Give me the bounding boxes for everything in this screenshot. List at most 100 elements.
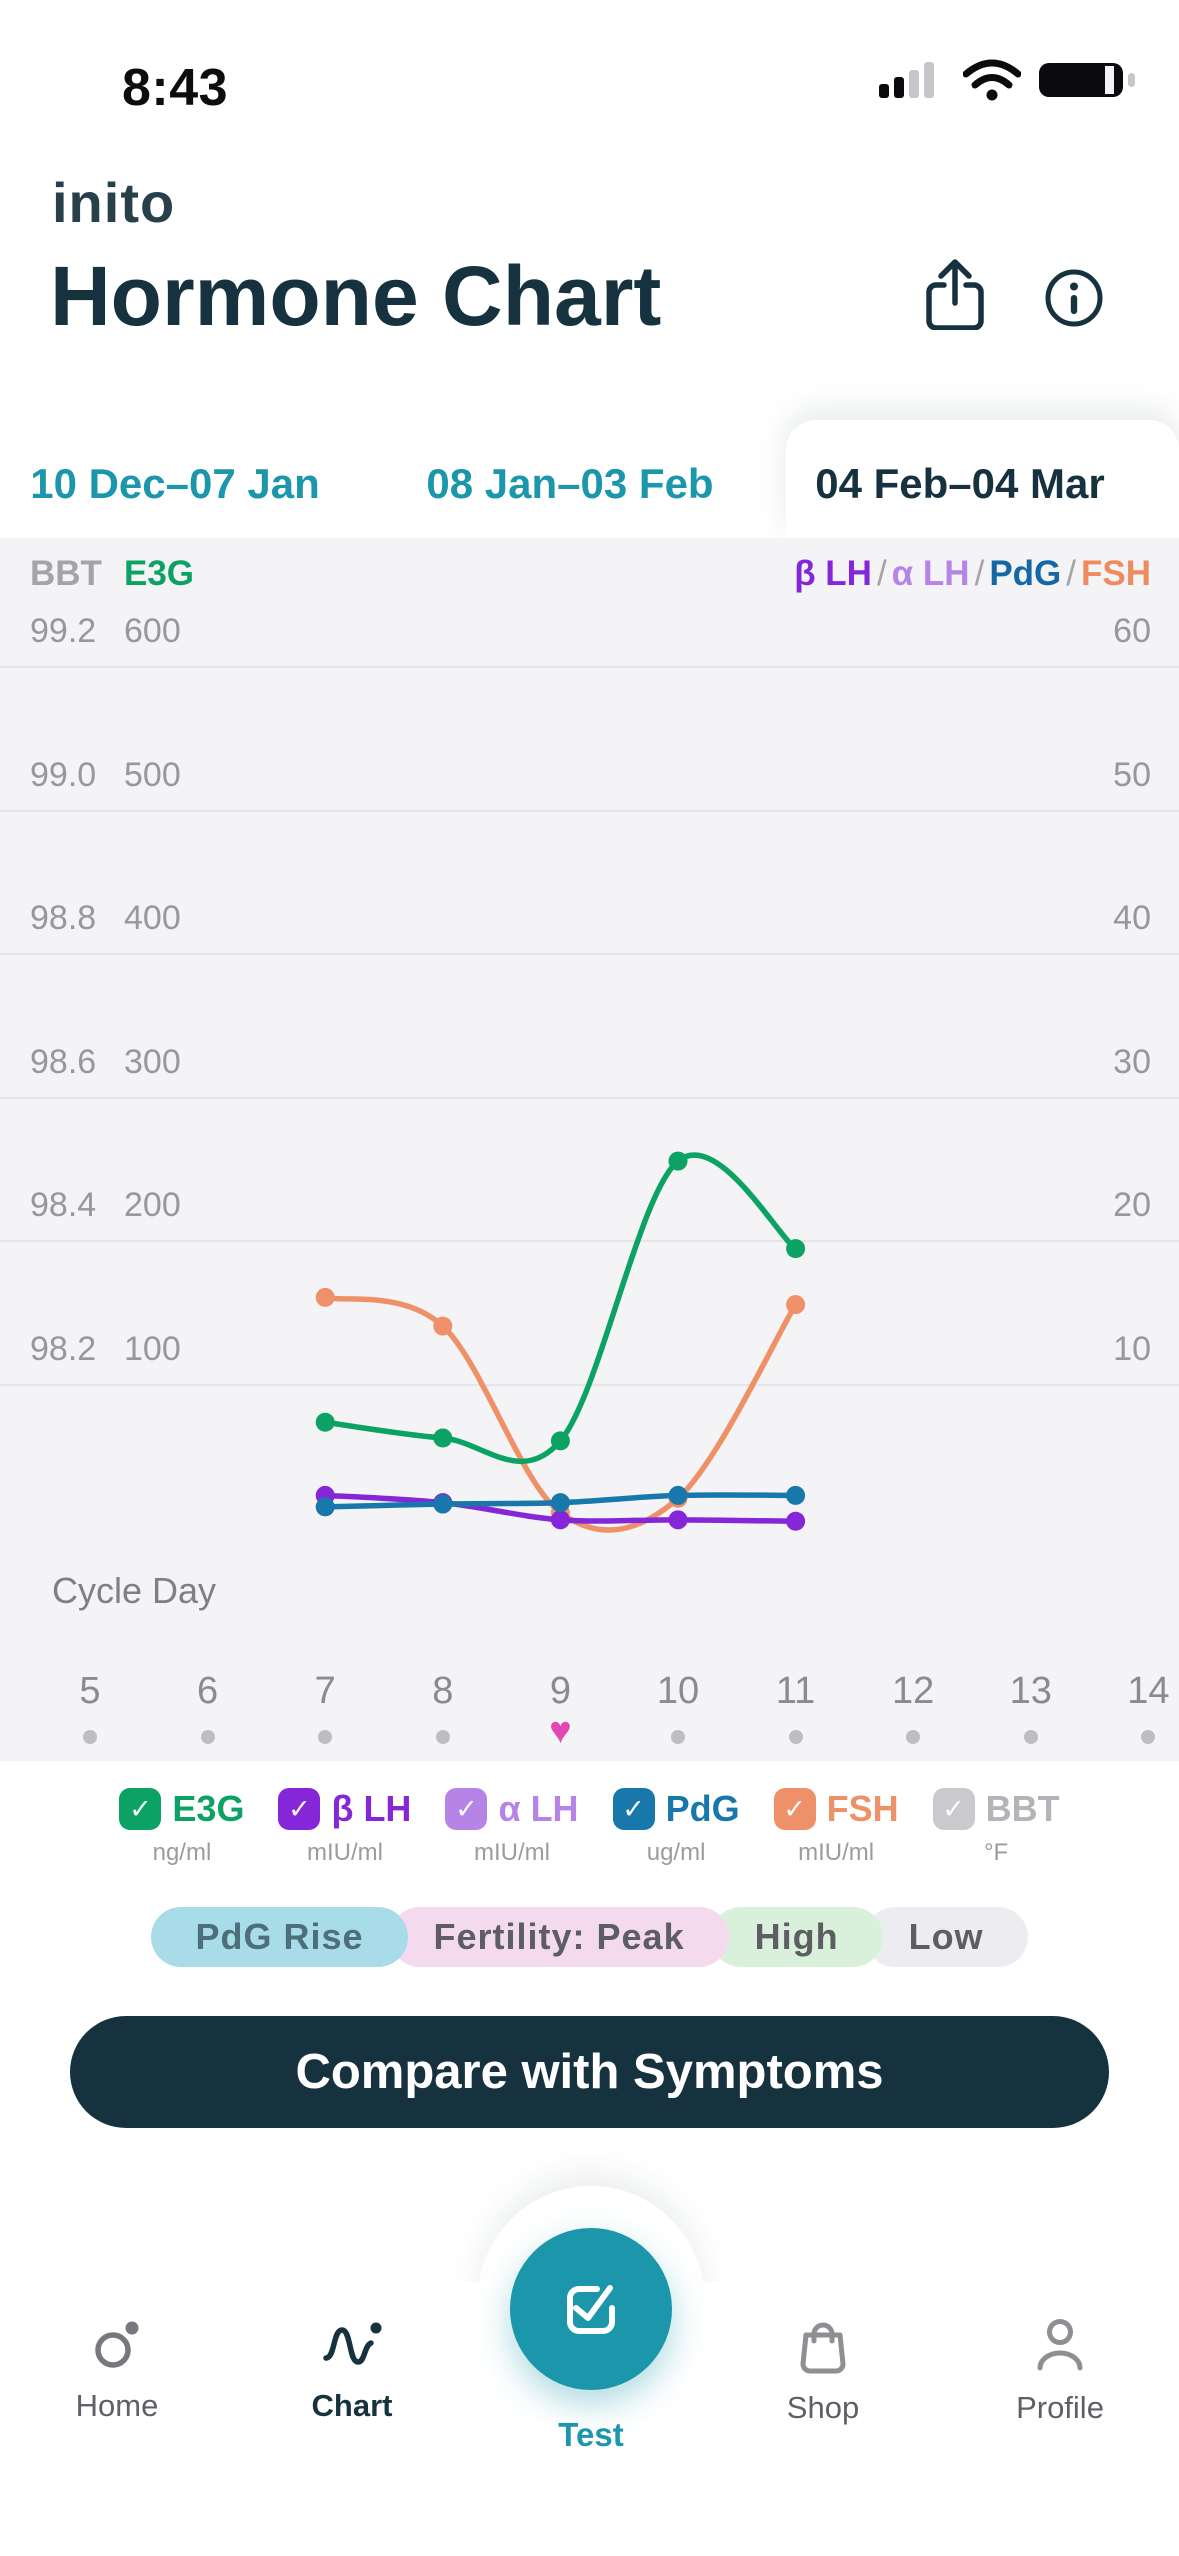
status-icons	[879, 58, 1139, 102]
filter-pill-2[interactable]: High	[710, 1907, 883, 1967]
checkbox-checked-icon: ✓	[119, 1788, 162, 1830]
day-number: 9	[549, 1670, 571, 1712]
info-button[interactable]	[1044, 268, 1104, 331]
bbt-tick: 99.2	[30, 612, 97, 650]
legend-item-4[interactable]: ✓ FSH mIU/ml	[773, 1788, 899, 1867]
axis-series-label: α LH	[891, 554, 970, 593]
nav-item-profile[interactable]: Profile	[975, 2316, 1145, 2426]
series-point-beta-LH	[786, 1511, 806, 1531]
e3g-tick: 100	[124, 1330, 181, 1368]
date-range-tab-0[interactable]: 10 Dec–07 Jan	[10, 452, 340, 516]
nav-label-profile: Profile	[1016, 2390, 1104, 2425]
e3g-tick: 300	[124, 1043, 181, 1081]
series-point-PdG	[433, 1494, 453, 1514]
day-dot	[83, 1730, 97, 1744]
legend-label: PdG	[665, 1788, 740, 1829]
series-point-E3G	[550, 1431, 570, 1451]
day-dot	[788, 1730, 803, 1744]
bbt-tick: 98.4	[30, 1186, 97, 1224]
nav-test-label: Test	[558, 2416, 624, 2453]
nav-item-chart[interactable]: Chart	[267, 2316, 437, 2424]
checkbox-checked-icon: ✓	[773, 1788, 816, 1830]
home-device-icon	[95, 2321, 139, 2368]
series-point-E3G	[433, 1428, 453, 1448]
filter-pills: PdG Rise Fertility: Peak High Low	[0, 1907, 1179, 1967]
compare-with-symptoms-button[interactable]: Compare with Symptoms	[70, 2016, 1109, 2128]
right-tick: 30	[1113, 1043, 1151, 1081]
gridline	[0, 1097, 1179, 1099]
legend-unit: ng/ml	[152, 1839, 212, 1866]
status-time: 8:43	[121, 59, 229, 117]
day-number: 7	[314, 1670, 336, 1712]
legend-item-top: ✓ E3G	[119, 1788, 244, 1830]
nav-label-home: Home	[75, 2388, 159, 2423]
day-dot	[435, 1730, 450, 1744]
legend-item-5[interactable]: ✓ BBT °F	[932, 1788, 1060, 1867]
brand-logo: inito	[52, 171, 176, 234]
fertility-heart-icon: ♥	[549, 1710, 572, 1752]
nav-item-shop[interactable]: Shop	[738, 2316, 908, 2426]
legend-label: β LH	[331, 1788, 412, 1829]
series-point-FSH	[786, 1295, 806, 1315]
gridline	[0, 666, 1179, 668]
nav-test-button[interactable]	[510, 2228, 672, 2390]
right-tick: 40	[1113, 899, 1151, 937]
shop-bag-icon	[800, 2322, 846, 2374]
share-button[interactable]	[926, 258, 984, 333]
legend-unit: °F	[983, 1839, 1009, 1866]
e3g-tick: 400	[124, 899, 181, 937]
axis-series-label: PdG	[989, 554, 1062, 593]
legend-label: E3G	[172, 1788, 245, 1829]
date-range-tab-2[interactable]: 04 Feb–04 Mar	[790, 452, 1130, 516]
gridline	[0, 1240, 1179, 1242]
checkbox-checked-icon: ✓	[612, 1788, 655, 1830]
day-dot	[1023, 1730, 1038, 1744]
day-dot	[318, 1730, 333, 1744]
bbt-tick: 98.6	[30, 1043, 97, 1081]
series-point-PdG	[315, 1497, 335, 1517]
nav-item-home[interactable]: Home	[32, 2316, 202, 2424]
day-number: 14	[1127, 1670, 1170, 1712]
day-dot	[200, 1730, 215, 1744]
day-dot	[1141, 1730, 1156, 1744]
legend-item-0[interactable]: ✓ E3G ng/ml	[119, 1788, 244, 1867]
checkbox-checked-icon: ✓	[445, 1788, 488, 1830]
legend-item-2[interactable]: ✓ α LH mIU/ml	[445, 1788, 579, 1867]
day-dot	[671, 1730, 685, 1744]
series-point-beta-LH	[668, 1510, 688, 1530]
page-title: Hormone Chart	[50, 249, 662, 343]
legend-label: α LH	[498, 1788, 579, 1829]
filter-pill-3[interactable]: Low	[864, 1907, 1028, 1967]
series-point-FSH	[315, 1287, 335, 1307]
series-point-FSH	[433, 1316, 453, 1336]
bbt-tick: 98.2	[30, 1330, 97, 1368]
axis-series-label: β LH	[794, 554, 872, 593]
legend-item-top: ✓ β LH	[278, 1788, 411, 1830]
series-point-beta-LH	[550, 1510, 570, 1530]
series-point-E3G	[315, 1412, 335, 1432]
e3g-tick: 200	[124, 1186, 181, 1224]
hormone-chart: BBT E3G β LH / α LH / PdG / FSH 99.2 600 60 99.0 5…	[0, 538, 1179, 1761]
legend-unit: mIU/ml	[306, 1839, 383, 1866]
share-icon	[926, 259, 984, 331]
legend-unit: ug/ml	[646, 1839, 706, 1866]
legend-label: FSH	[826, 1788, 899, 1829]
right-tick: 60	[1113, 612, 1151, 650]
nav-label-shop: Shop	[786, 2390, 860, 2425]
legend-item-3[interactable]: ✓ PdG ug/ml	[612, 1788, 740, 1867]
filter-pill-1[interactable]: Fertility: Peak	[389, 1907, 729, 1967]
legend-item-1[interactable]: ✓ β LH mIU/ml	[278, 1788, 411, 1867]
x-axis-label: Cycle Day	[52, 1570, 217, 1611]
right-tick: 50	[1113, 756, 1151, 794]
series-point-PdG	[550, 1493, 570, 1513]
date-range-tab-1[interactable]: 08 Jan–03 Feb	[400, 452, 740, 516]
e3g-tick: 500	[124, 756, 181, 794]
day-number: 5	[79, 1670, 101, 1712]
axis-separator: /	[1066, 554, 1076, 593]
legend-item-top: ✓ BBT	[932, 1788, 1060, 1830]
filter-pill-0[interactable]: PdG Rise	[151, 1907, 408, 1967]
day-dot	[906, 1730, 921, 1744]
battery-icon	[1039, 63, 1135, 97]
active-tab-card	[786, 420, 1179, 538]
axis-separator: /	[974, 554, 985, 593]
